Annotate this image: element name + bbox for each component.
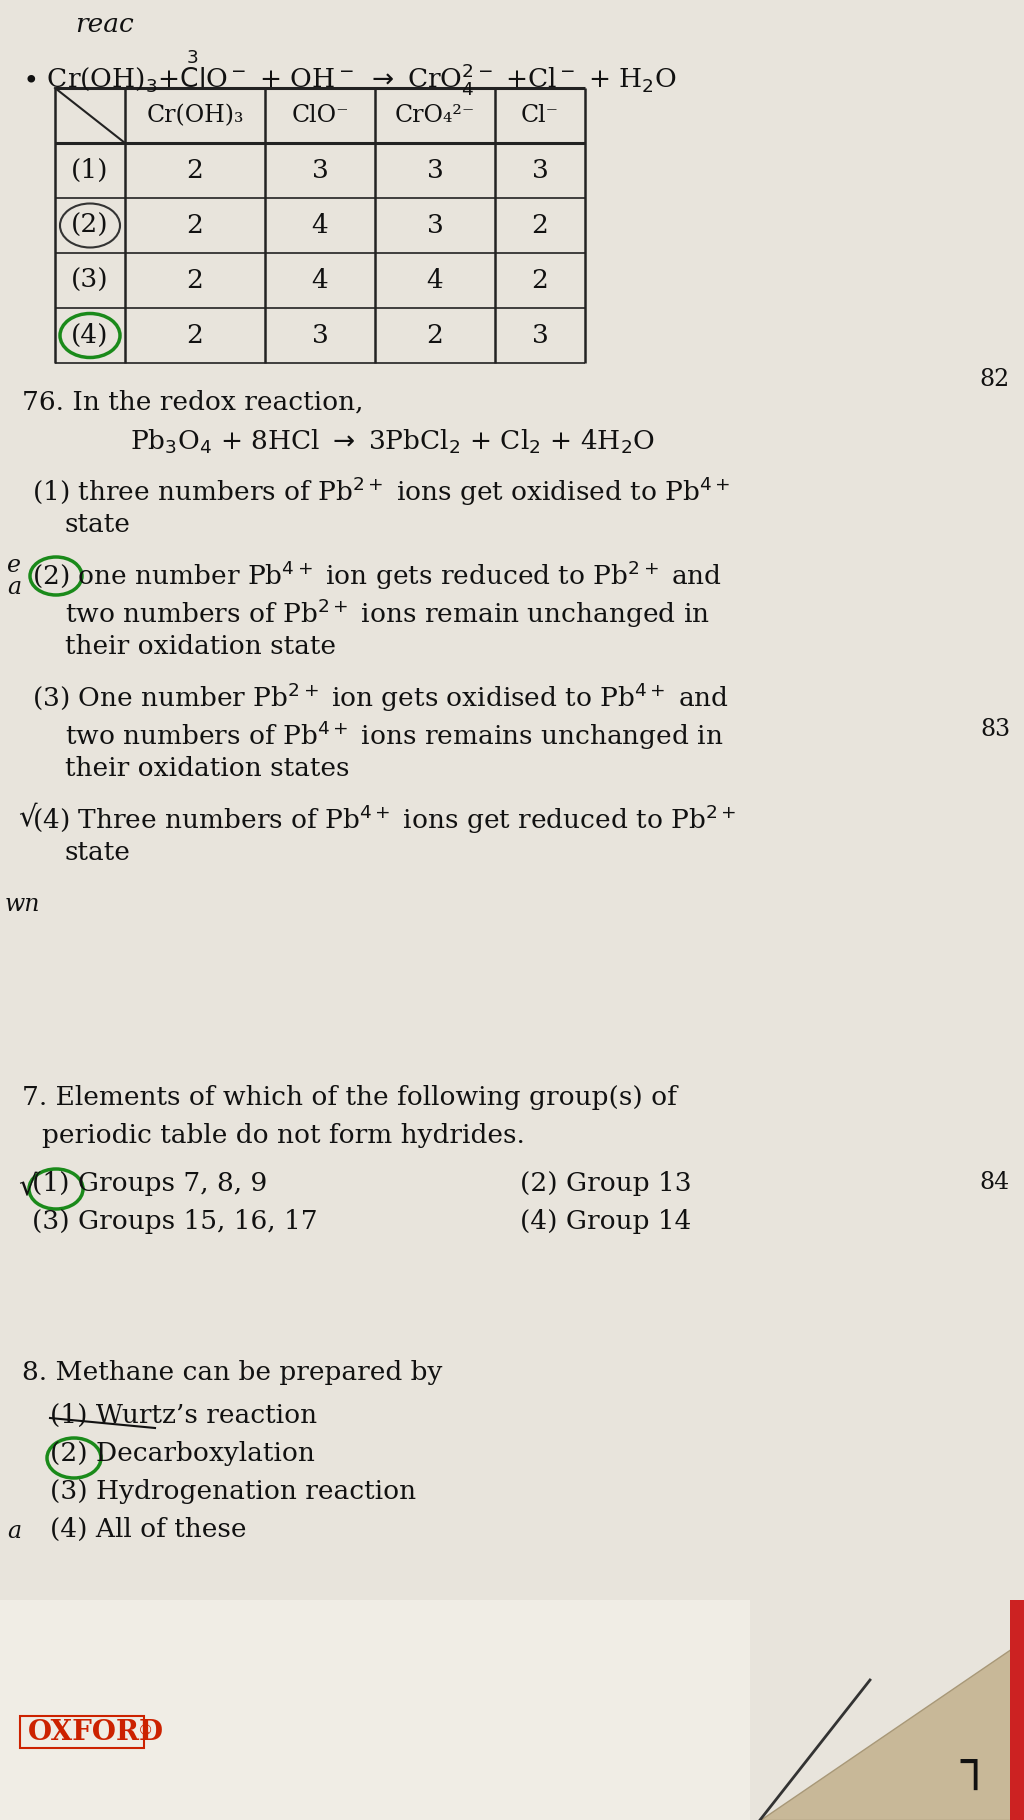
Text: (1) Wurtz’s reaction: (1) Wurtz’s reaction [50,1403,317,1429]
Text: (2) Group 13: (2) Group 13 [520,1170,691,1196]
Text: 8. Methane can be prepared by: 8. Methane can be prepared by [22,1360,442,1385]
Text: 3: 3 [531,158,549,184]
Text: 3: 3 [311,158,329,184]
Text: (4) Group 14: (4) Group 14 [520,1208,691,1234]
Text: 84: 84 [980,1170,1010,1194]
Text: CrO₄²⁻: CrO₄²⁻ [395,104,475,127]
Bar [0,1600,750,1820]
Polygon shape [760,1640,1024,1820]
Text: ┐: ┐ [961,1742,990,1791]
Text: 82: 82 [980,368,1010,391]
Text: 2: 2 [186,322,204,348]
Text: (2) Decarboxylation: (2) Decarboxylation [50,1441,314,1465]
Text: 3: 3 [427,158,443,184]
Text: (2): (2) [72,213,109,238]
Text: wn: wn [5,894,41,915]
Text: OXFORD: OXFORD [28,1718,164,1745]
Text: 2: 2 [186,158,204,184]
Text: periodic table do not form hydrides.: periodic table do not form hydrides. [42,1123,525,1148]
Text: Cl⁻: Cl⁻ [521,104,559,127]
Text: √: √ [18,1174,37,1201]
Text: their oxidation states: their oxidation states [65,755,349,781]
Text: 83: 83 [980,719,1010,741]
Text: 3: 3 [427,213,443,238]
Text: 3: 3 [531,322,549,348]
Text: two numbers of Pb$^{4+}$ ions remains unchanged in: two numbers of Pb$^{4+}$ ions remains un… [65,719,723,752]
Text: (3) Groups 15, 16, 17: (3) Groups 15, 16, 17 [32,1208,317,1234]
Text: 4: 4 [427,268,443,293]
Text: a: a [7,1520,22,1543]
Text: 4: 4 [311,268,329,293]
Text: two numbers of Pb$^{2+}$ ions remain unchanged in: two numbers of Pb$^{2+}$ ions remain unc… [65,595,710,630]
Text: 4: 4 [311,213,329,238]
Text: a: a [7,575,22,599]
Text: 7. Elements of which of the following group(s) of: 7. Elements of which of the following gr… [22,1085,677,1110]
Text: ClO⁻: ClO⁻ [291,104,349,127]
Text: 2: 2 [186,268,204,293]
Text: 2: 2 [186,213,204,238]
Text: √: √ [18,804,37,832]
Text: (1): (1) [72,158,109,184]
Text: (3) One number Pb$^{2+}$ ion gets oxidised to Pb$^{4+}$ and: (3) One number Pb$^{2+}$ ion gets oxidis… [32,681,729,713]
Text: (2) one number Pb$^{4+}$ ion gets reduced to Pb$^{2+}$ and: (2) one number Pb$^{4+}$ ion gets reduce… [32,559,722,592]
Text: reac: reac [75,13,134,36]
Text: (4) All of these: (4) All of these [50,1518,247,1542]
Text: (4) Three numbers of Pb$^{4+}$ ions get reduced to Pb$^{2+}$: (4) Three numbers of Pb$^{4+}$ ions get … [32,803,736,835]
Text: (3): (3) [72,268,109,293]
Text: (4): (4) [72,322,109,348]
Text: state: state [65,841,131,864]
Text: state: state [65,511,131,537]
Text: their oxidation state: their oxidation state [65,633,336,659]
Text: Pb$_3$O$_4$ + 8HCl $\rightarrow$ 3PbCl$_2$ + Cl$_2$ + 4H$_2$O: Pb$_3$O$_4$ + 8HCl $\rightarrow$ 3PbCl$_… [130,428,655,457]
Text: Cr(OH)₃: Cr(OH)₃ [146,104,244,127]
Text: 3: 3 [311,322,329,348]
Text: 2: 2 [531,268,549,293]
Text: (1) three numbers of Pb$^{2+}$ ions get oxidised to Pb$^{4+}$: (1) three numbers of Pb$^{2+}$ ions get … [32,473,730,508]
Text: (1) Groups 7, 8, 9: (1) Groups 7, 8, 9 [32,1170,267,1196]
Text: 2: 2 [531,213,549,238]
Text: 76. In the redox reaction,: 76. In the redox reaction, [22,389,364,415]
Text: $\bullet$ Cr(OH)$_3$+$\overset{3}{\text{Cl}}$O$^-$ + OH$^-$ $\rightarrow$ CrO$_4: $\bullet$ Cr(OH)$_3$+$\overset{3}{\text{… [22,47,677,98]
Text: ®: ® [138,1724,154,1738]
Text: 2: 2 [427,322,443,348]
Text: (3) Hydrogenation reaction: (3) Hydrogenation reaction [50,1480,416,1503]
Text: e: e [7,553,22,577]
Bar [1010,1600,1024,1820]
